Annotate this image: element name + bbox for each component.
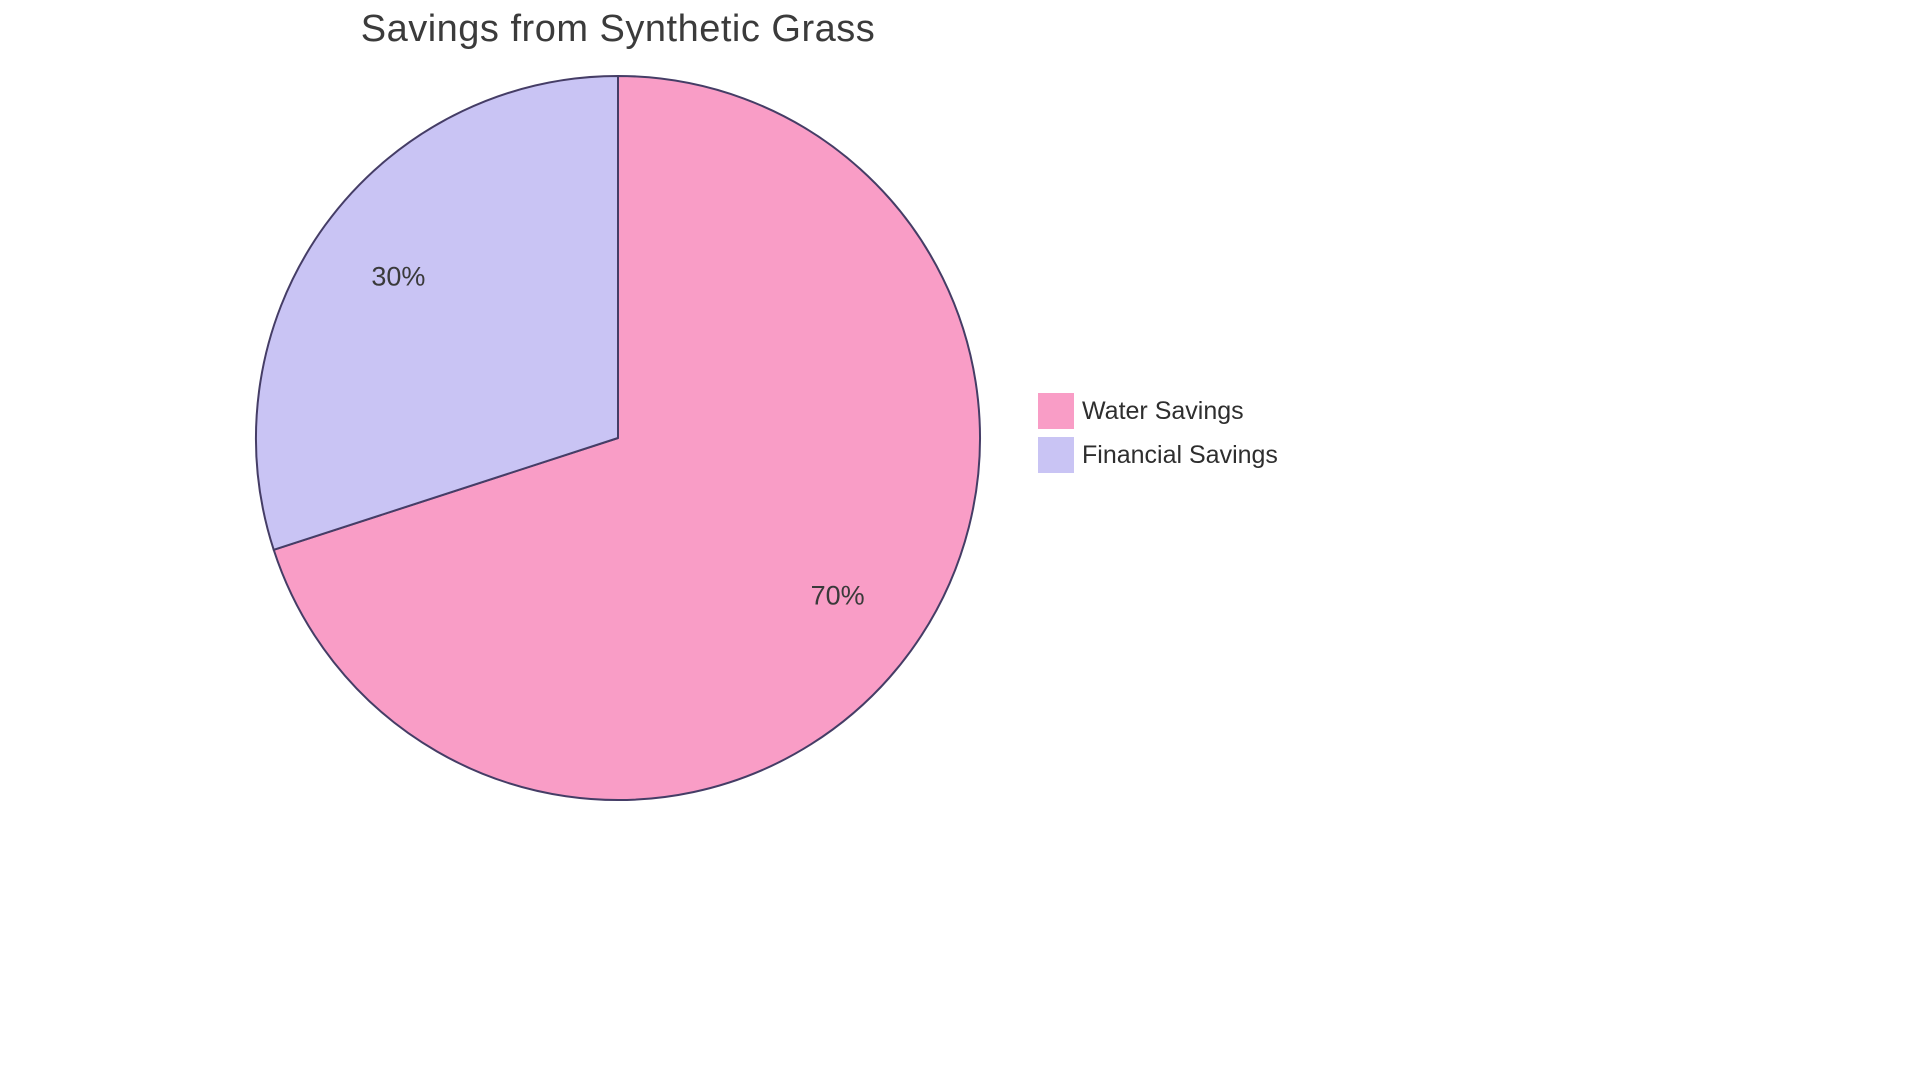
legend-label-water-savings: Water Savings <box>1082 396 1244 425</box>
legend-swatch-financial-savings <box>1038 437 1074 473</box>
legend-item-water-savings: Water Savings <box>1038 393 1278 429</box>
pie-slice-water-savings <box>272 75 982 801</box>
legend-swatch-water-savings <box>1038 393 1074 429</box>
chart-title: Savings from Synthetic Grass <box>360 8 876 50</box>
legend: Water Savings Financial Savings <box>1038 393 1278 473</box>
slice-label-water-savings: 70% <box>811 581 865 611</box>
pie-slice-financial-savings <box>255 75 619 551</box>
legend-label-financial-savings: Financial Savings <box>1082 440 1278 469</box>
slice-label-financial-savings: 30% <box>371 262 425 292</box>
legend-item-financial-savings: Financial Savings <box>1038 437 1278 473</box>
